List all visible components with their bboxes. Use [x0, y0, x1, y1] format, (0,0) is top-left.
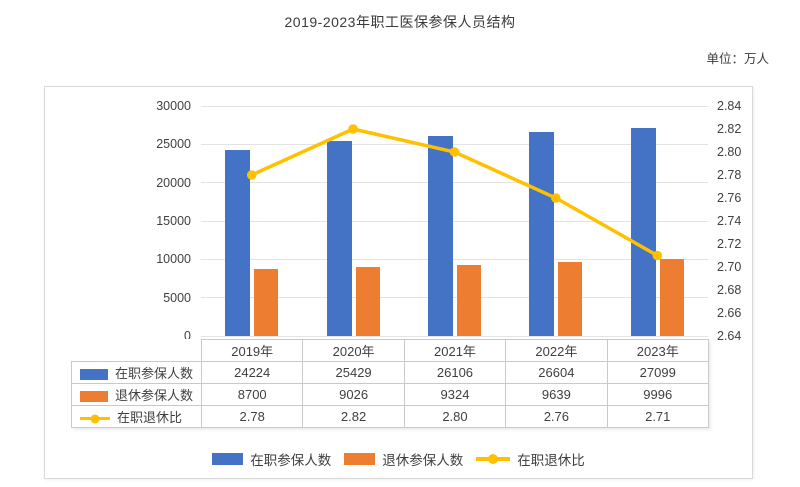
- legend-label-1: 退休参保人数: [382, 453, 464, 468]
- table-year-header-1: 2020年: [302, 339, 405, 362]
- right-axis-tick-label: 2.64: [717, 329, 742, 343]
- table-value-1-2: 9324: [403, 383, 507, 406]
- table-year-header-0: 2019年: [200, 339, 304, 362]
- retired-legend-swatch-icon: [344, 453, 376, 465]
- gridline: [201, 143, 708, 145]
- table-value-2-2: 2.80: [403, 405, 507, 428]
- bar-retired-1: [355, 266, 380, 336]
- ratio-marker-1: [348, 124, 358, 134]
- left-axis-tick-label: 25000: [156, 137, 191, 152]
- left-axis-tick-label: 15000: [156, 214, 191, 228]
- table-row-1: 退休参保人数 8700 9026 9324 9639 9996: [71, 383, 709, 406]
- table-value-2-0: 2.78: [200, 405, 304, 428]
- gridline: [201, 297, 708, 299]
- active-series-key-icon: [80, 369, 108, 381]
- legend-item-1: 退休参保人数: [344, 449, 463, 469]
- gridline: [201, 335, 708, 337]
- table-value-1-4: 9996: [606, 383, 709, 406]
- ratio-key-dot-icon: [90, 414, 100, 424]
- right-axis-tick-label: 2.78: [717, 168, 742, 182]
- active-legend-swatch-icon: [212, 453, 244, 465]
- left-axis-tick-label: 20000: [156, 175, 191, 190]
- ratio-marker-2: [449, 147, 460, 157]
- retired-series-key-icon: [80, 391, 108, 403]
- left-axis-tick-label: 10000: [156, 252, 191, 267]
- bar-active-1: [326, 141, 352, 336]
- unit-label: 单位：万人: [706, 52, 769, 66]
- ratio-marker-0: [246, 170, 257, 180]
- table-row-0: 在职参保人数 24224 25429 26106 26604 27099: [71, 361, 709, 384]
- ratio-line-series: [246, 124, 663, 261]
- table-corner-spacer: [72, 340, 202, 362]
- ratio-marker-4: [652, 250, 663, 261]
- left-axis-tick-label: 5000: [163, 290, 191, 305]
- table-value-1-1: 9026: [302, 383, 405, 406]
- legend-item-0: 在职参保人数: [212, 449, 331, 469]
- chart-title: 2019-2023年职工医保参保人员结构: [284, 14, 516, 30]
- table-row-label-0: 在职参保人数: [71, 361, 202, 384]
- gridline: [201, 105, 708, 107]
- table-value-0-0: 24224: [200, 361, 304, 384]
- series-name-label: 在职退休比: [117, 410, 183, 425]
- table-year-header-4: 2023年: [606, 339, 709, 362]
- right-axis-tick-label: 2.74: [717, 214, 742, 228]
- bar-retired-4: [659, 259, 684, 336]
- legend-label-2: 在职退休比: [517, 453, 585, 468]
- table-value-2-3: 2.76: [505, 405, 608, 428]
- table-value-0-3: 26604: [505, 361, 608, 384]
- left-axis-tick-label: 30000: [156, 99, 191, 113]
- ratio-series-key-icon: [80, 414, 110, 424]
- bar-active-3: [529, 132, 555, 336]
- legend-item-2: 在职退休比: [476, 449, 585, 469]
- gridline: [201, 182, 708, 184]
- right-axis-tick-label: 2.70: [717, 260, 742, 274]
- table-row-label-2: 在职退休比: [71, 405, 202, 428]
- table-value-1-3: 9639: [505, 383, 608, 406]
- ratio-legend-line-icon: [476, 454, 511, 464]
- right-axis-tick-label: 2.82: [717, 122, 742, 136]
- table-year-header-2: 2021年: [403, 339, 507, 362]
- bar-retired-0: [254, 269, 279, 336]
- table-row-2: 在职退休比 2.78 2.82 2.80 2.76 2.71: [71, 405, 709, 428]
- bar-active-2: [428, 135, 453, 336]
- table-header-row: 2019年 2020年 2021年 2022年 2023年: [72, 339, 709, 362]
- series-name-label: 在职参保人数: [115, 366, 194, 381]
- gridline: [201, 220, 708, 222]
- table-value-0-2: 26106: [403, 361, 507, 384]
- table-value-0-1: 25429: [302, 361, 405, 384]
- right-axis-tick-label: 2.66: [717, 306, 742, 320]
- bar-retired-2: [457, 264, 481, 336]
- gridline: [201, 258, 708, 260]
- chart-card: 0 5000 10000 15000 20000 25000 30000 2.64 2.66 2.…: [44, 86, 753, 479]
- data-table: 2019年 2020年 2021年 2022年 2023年在职参保人数 24224 2542…: [71, 339, 709, 428]
- bar-active-0: [225, 150, 251, 336]
- legend-label-0: 在职参保人数: [250, 453, 332, 468]
- ratio-legend-dot-icon: [488, 454, 499, 464]
- table-value-2-1: 2.82: [302, 405, 405, 428]
- right-axis-tick-label: 2.84: [717, 99, 742, 113]
- series-name-label: 退休参保人数: [115, 388, 194, 403]
- table-value-2-4: 2.71: [606, 405, 709, 428]
- table-row-label-1: 退休参保人数: [71, 383, 202, 406]
- table-value-0-4: 27099: [606, 361, 709, 384]
- chart-legend: 在职参保人数 退休参保人数 在职退休比: [45, 447, 752, 471]
- right-axis-tick-label: 2.80: [717, 145, 742, 159]
- ratio-marker-3: [551, 193, 561, 203]
- right-axis-tick-label: 2.76: [717, 191, 742, 205]
- table-value-1-0: 8700: [200, 383, 304, 406]
- bar-retired-3: [558, 262, 583, 336]
- bar-active-4: [630, 128, 656, 336]
- table-year-header-3: 2022年: [505, 339, 608, 362]
- right-axis-tick-label: 2.68: [717, 283, 742, 297]
- right-axis-tick-label: 2.72: [717, 237, 742, 251]
- left-axis-tick-label: 0: [184, 329, 191, 343]
